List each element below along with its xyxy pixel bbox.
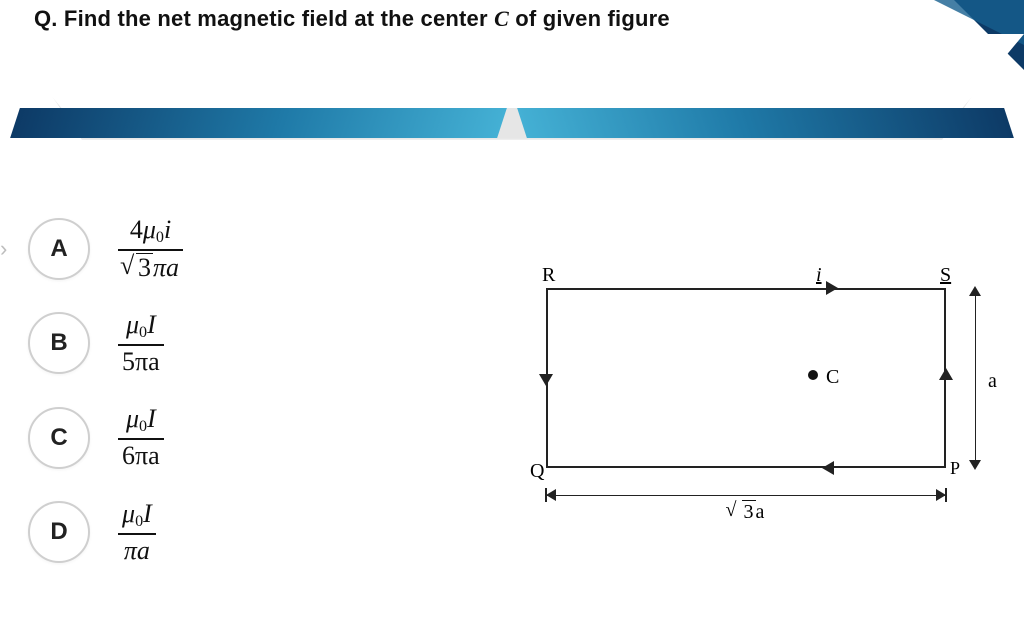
opt-a-sub: 0	[156, 229, 164, 246]
bottom-measure-label: 3a	[546, 500, 946, 524]
option-c[interactable]: C μ0I 6πa	[8, 405, 368, 469]
opt-c-mu: μ	[126, 404, 139, 433]
option-d-fraction: μ0I πa	[118, 500, 156, 564]
option-c-fraction: μ0I 6πa	[118, 405, 164, 469]
question-part1: Find the net magnetic field at the cente…	[58, 6, 494, 31]
opt-a-den-rest: πa	[153, 253, 179, 282]
option-a[interactable]: › A 4μ0i 3πa	[8, 216, 368, 281]
opt-b-den: 5πa	[122, 347, 160, 376]
corner-r-label: R	[542, 264, 555, 287]
center-point-label: C	[826, 366, 839, 389]
right-measure-arrow-up	[969, 286, 981, 296]
right-measure-line	[975, 288, 976, 468]
bottom-measure: 3a	[546, 484, 946, 510]
bottom-measure-line	[546, 495, 946, 496]
opt-b-mu: μ	[126, 310, 139, 339]
stripe-left	[10, 108, 507, 138]
opt-a-mu: μ	[143, 215, 156, 244]
option-a-circle: A	[28, 218, 90, 280]
current-arrow-bottom	[822, 461, 834, 475]
opt-d-var: I	[143, 499, 152, 528]
chevron-icon: ›	[0, 236, 7, 262]
option-b-fraction: μ0I 5πa	[118, 311, 164, 375]
option-c-circle: C	[28, 407, 90, 469]
rectangle-loop	[546, 288, 946, 468]
question-text: Q. Find the net magnetic field at the ce…	[34, 6, 934, 32]
option-b[interactable]: B μ0I 5πa	[8, 311, 368, 375]
opt-d-mu: μ	[122, 499, 135, 528]
stripe-right	[517, 108, 1014, 138]
opt-c-den: 6πa	[122, 441, 160, 470]
option-a-fraction: 4μ0i 3πa	[118, 216, 183, 281]
right-measure: a	[966, 288, 996, 468]
bottom-radicand: 3	[742, 500, 756, 524]
right-measure-label: a	[988, 370, 997, 393]
option-d-circle: D	[28, 501, 90, 563]
wedge-white	[0, 34, 1024, 108]
opt-c-var: I	[147, 404, 156, 433]
question-var: C	[494, 6, 509, 31]
opt-b-sub: 0	[139, 324, 147, 341]
opt-a-coeff: 4	[130, 215, 143, 244]
corner-s-label: S	[940, 264, 951, 287]
option-d[interactable]: D μ0I πa	[8, 500, 368, 564]
corner-q-label: Q	[530, 460, 544, 483]
opt-a-var: i	[164, 215, 171, 244]
circuit-diagram: C R S Q P i 3a a	[526, 268, 1006, 516]
bottom-sqrt-icon: 3	[728, 500, 756, 524]
current-arrow-top	[826, 281, 838, 295]
option-b-circle: B	[28, 312, 90, 374]
options-list: › A 4μ0i 3πa B μ0I 5πa C μ0I 6πa D μ0I π…	[8, 216, 368, 594]
bottom-var: a	[756, 501, 765, 523]
question-part2: of given figure	[509, 6, 670, 31]
center-point-dot	[808, 370, 818, 380]
opt-d-sub: 0	[135, 513, 143, 530]
opt-b-var: I	[147, 310, 156, 339]
opt-c-sub: 0	[139, 418, 147, 435]
question-prefix: Q.	[34, 6, 58, 31]
corner-p-label: P	[950, 458, 960, 479]
current-i-label: i	[816, 264, 822, 287]
current-arrow-right	[939, 368, 953, 380]
current-arrow-left	[539, 374, 553, 386]
opt-d-den: πa	[124, 536, 150, 565]
divider-stripe	[15, 108, 1009, 138]
opt-a-radicand: 3	[136, 253, 153, 281]
opt-a-sqrt: 3	[122, 253, 153, 281]
right-measure-arrow-down	[969, 460, 981, 470]
